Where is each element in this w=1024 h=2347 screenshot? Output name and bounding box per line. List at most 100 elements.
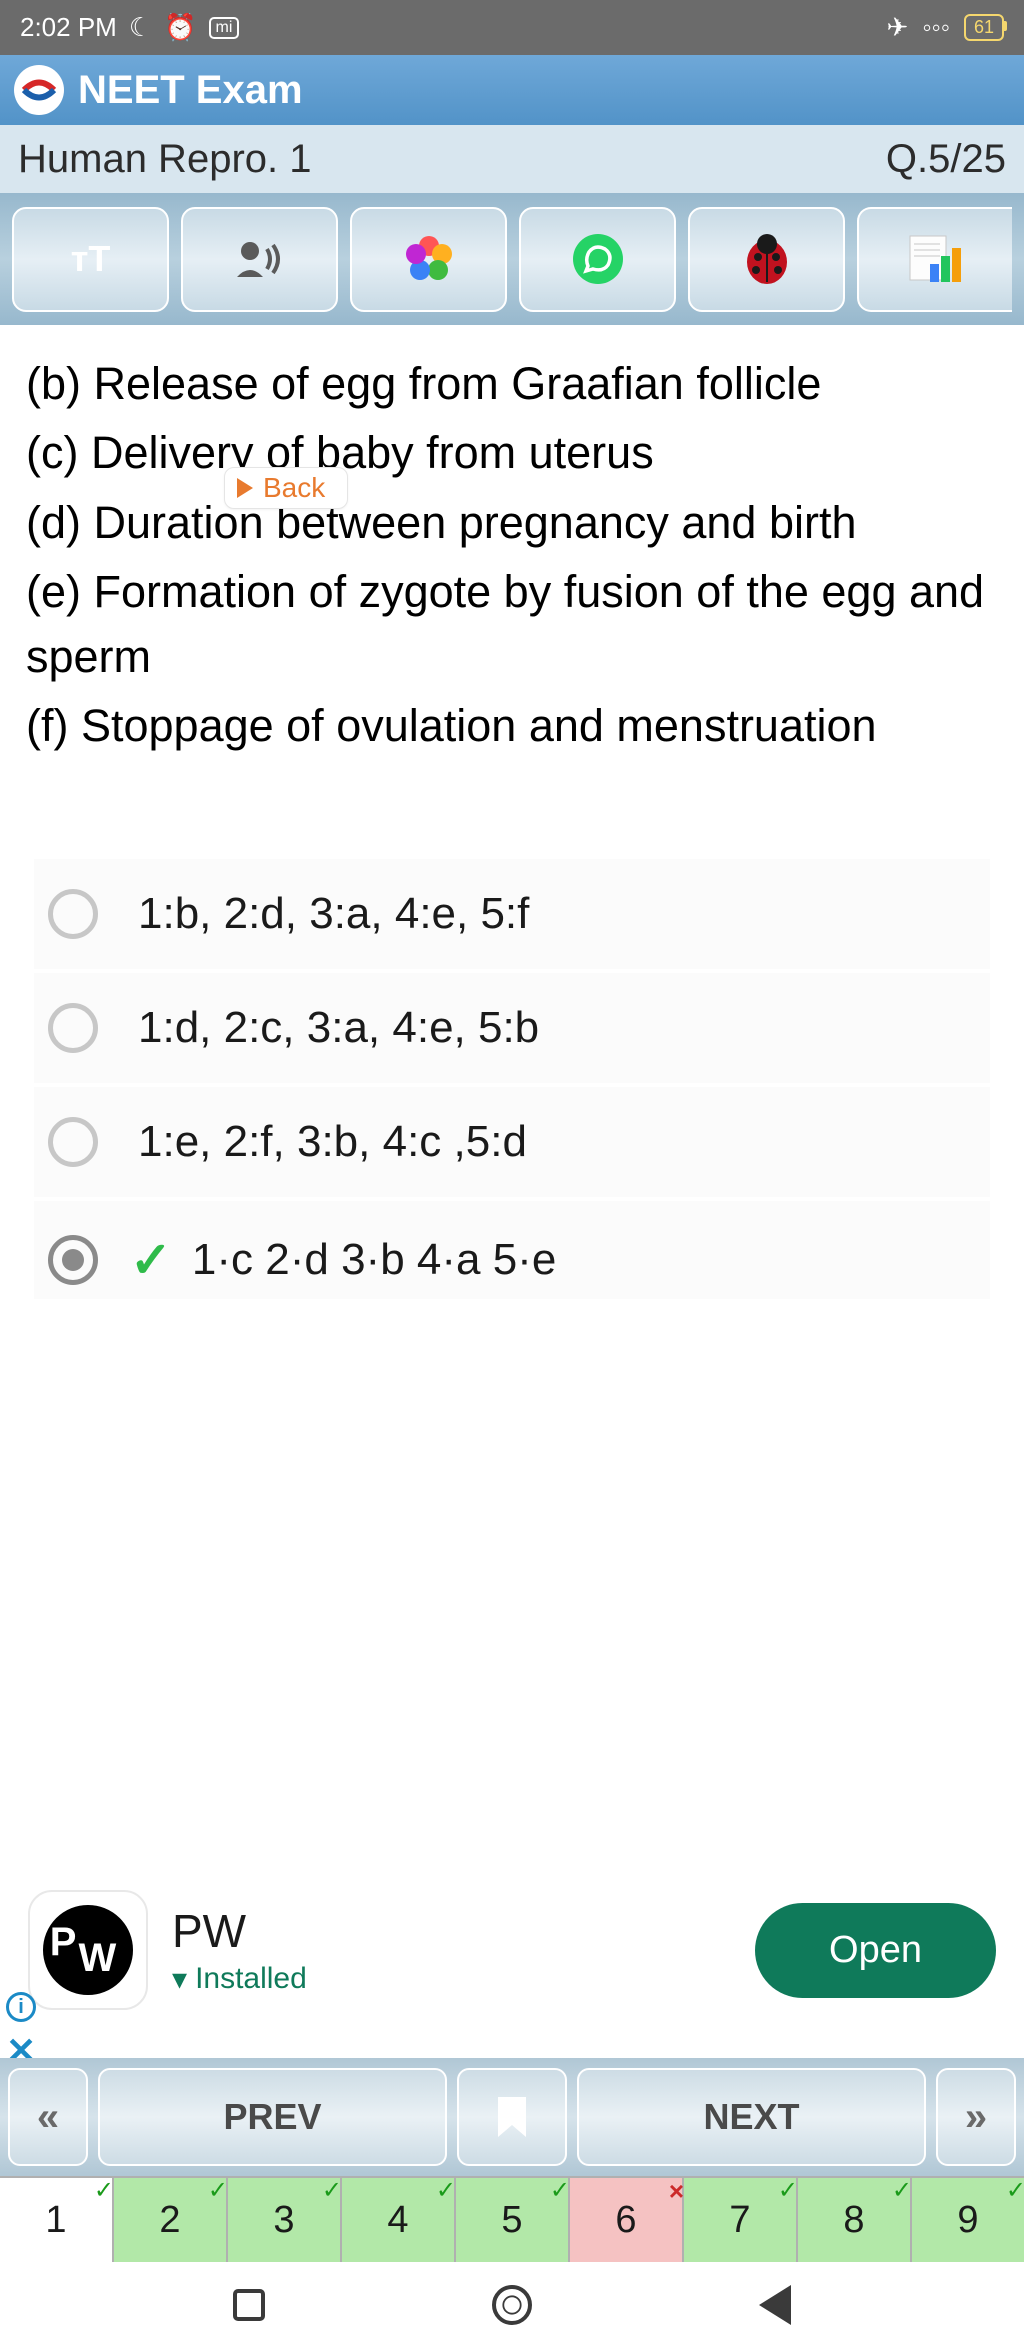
open-label: Open <box>829 1929 922 1971</box>
chart-paper-icon <box>908 234 964 284</box>
ladybug-icon <box>740 232 794 286</box>
radio-icon <box>48 1003 98 1053</box>
tick-icon: ✓ <box>436 2176 456 2205</box>
radio-icon <box>48 1117 98 1167</box>
back-button[interactable]: Back <box>224 467 348 509</box>
answer-option-2[interactable]: 1:d, 2:c, 3:a, 4:e, 5:b <box>34 973 990 1087</box>
app-logo-icon <box>14 65 64 115</box>
qnum-label: 8 <box>843 2199 864 2242</box>
answer-option-3[interactable]: 1:e, 2:f, 3:b, 4:c ,5:d <box>34 1087 990 1201</box>
answer-text: 1:b, 2:d, 3:a, 4:e, 5:f <box>138 889 529 939</box>
photos-button[interactable] <box>350 207 507 312</box>
status-left: 2:02 PM ☾ ⏰ mi <box>20 12 239 43</box>
answers-list: 1:b, 2:d, 3:a, 4:e, 5:f 1:d, 2:c, 3:a, 4… <box>26 859 998 1303</box>
flower-icon <box>404 234 454 284</box>
bookmark-button[interactable] <box>457 2068 567 2166</box>
qnum-label: 5 <box>501 2199 522 2242</box>
radio-inner-icon <box>62 1249 84 1271</box>
whatsapp-button[interactable] <box>519 207 676 312</box>
qnum-7[interactable]: 7 ✓ <box>684 2178 798 2262</box>
next-label: NEXT <box>703 2096 799 2138</box>
open-button[interactable]: Open <box>755 1903 996 1998</box>
status-right: ✈ ◦◦◦ 61 <box>887 12 1004 43</box>
installed-check-icon: ▾ <box>172 1962 187 1997</box>
speak-button[interactable] <box>181 207 338 312</box>
qnum-label: 7 <box>729 2199 750 2242</box>
mi-icon: mi <box>209 17 240 39</box>
question-option-c: (c) Delivery of baby from uterus <box>26 420 998 485</box>
back-label: Back <box>263 472 325 504</box>
bottom-nav: « PREV NEXT » <box>0 2058 1024 2176</box>
tick-icon: ✓ <box>1006 2176 1024 2205</box>
app-header: NEET Exam <box>0 55 1024 125</box>
question-content: (b) Release of egg from Graafian follicl… <box>0 325 1024 1303</box>
battery-level: 61 <box>974 17 994 37</box>
sub-header: Human Repro. 1 Q.5/25 <box>0 125 1024 193</box>
bug-button[interactable] <box>688 207 845 312</box>
prev-button[interactable]: PREV <box>98 2068 447 2166</box>
double-right-icon: » <box>965 2095 987 2140</box>
app-title: NEET Exam <box>78 68 303 113</box>
tick-icon: ✓ <box>208 2176 228 2205</box>
ad-title: PW <box>172 1904 731 1958</box>
pw-w: W <box>78 1936 116 1981</box>
moon-icon: ☾ <box>129 12 152 43</box>
recents-button[interactable] <box>233 2289 265 2321</box>
status-bar: 2:02 PM ☾ ⏰ mi ✈ ◦◦◦ 61 <box>0 0 1024 55</box>
qnum-label: 3 <box>273 2199 294 2242</box>
radio-icon <box>48 1235 98 1285</box>
person-sound-icon <box>235 239 285 279</box>
answer-option-4[interactable]: ✓ 1·c 2·d 3·b 4·a 5·e <box>34 1201 990 1303</box>
answer-text: 1:d, 2:c, 3:a, 4:e, 5:b <box>138 1003 539 1053</box>
answer-option-1[interactable]: 1:b, 2:d, 3:a, 4:e, 5:f <box>34 859 990 973</box>
topic-title: Human Repro. 1 <box>18 137 311 182</box>
radio-icon <box>48 889 98 939</box>
nav-last-button[interactable]: » <box>936 2068 1016 2166</box>
airplane-icon: ✈ <box>887 12 909 43</box>
pw-p: P <box>50 1920 77 1965</box>
play-icon <box>237 478 253 498</box>
qnum-2[interactable]: 2 ✓ <box>114 2178 228 2262</box>
qnum-9[interactable]: 9 ✓ <box>912 2178 1024 2262</box>
qnum-1[interactable]: 1 ✓ <box>0 2178 114 2262</box>
x-icon: × <box>669 2176 684 2207</box>
qnum-label: 6 <box>615 2199 636 2242</box>
question-option-e: (e) Formation of zygote by fusion of the… <box>26 559 998 690</box>
qnum-6[interactable]: 6 × <box>570 2178 684 2262</box>
back-button-sys[interactable] <box>759 2285 791 2325</box>
answer-text: 1·c 2·d 3·b 4·a 5·e <box>192 1235 556 1285</box>
checkmark-icon: ✓ <box>130 1231 172 1289</box>
ad-text-block: PW ▾ Installed <box>172 1904 731 1997</box>
qnum-label: 2 <box>159 2199 180 2242</box>
ad-banner[interactable]: P W PW ▾ Installed Open <box>0 1870 1024 2030</box>
question-number-bar: 1 ✓ 2 ✓ 3 ✓ 4 ✓ 5 ✓ 6 × 7 ✓ 8 ✓ 9 ✓ <box>0 2176 1024 2262</box>
qnum-3[interactable]: 3 ✓ <box>228 2178 342 2262</box>
question-option-d: (d) Duration between pregnancy and birth <box>26 490 998 555</box>
prev-label: PREV <box>223 2096 321 2138</box>
alarm-icon: ⏰ <box>164 12 196 43</box>
answer-text: 1:e, 2:f, 3:b, 4:c ,5:d <box>138 1117 527 1167</box>
text-size-icon: тT <box>71 238 111 280</box>
wifi-icon: ◦◦◦ <box>922 12 950 43</box>
stats-button[interactable] <box>857 207 1012 312</box>
tick-icon: ✓ <box>94 2176 114 2205</box>
text-size-button[interactable]: тT <box>12 207 169 312</box>
next-button[interactable]: NEXT <box>577 2068 926 2166</box>
double-left-icon: « <box>37 2095 59 2140</box>
tick-icon: ✓ <box>550 2176 570 2205</box>
ad-info-icon[interactable]: i <box>6 1992 36 2022</box>
qnum-label: 9 <box>957 2199 978 2242</box>
qnum-5[interactable]: 5 ✓ <box>456 2178 570 2262</box>
bookmark-icon <box>494 2095 530 2139</box>
home-inner-icon <box>502 2295 521 2314</box>
question-counter: Q.5/25 <box>886 137 1006 182</box>
qnum-label: 1 <box>45 2199 66 2242</box>
qnum-4[interactable]: 4 ✓ <box>342 2178 456 2262</box>
nav-first-button[interactable]: « <box>8 2068 88 2166</box>
whatsapp-icon <box>571 232 625 286</box>
ad-app-icon: P W <box>28 1890 148 2010</box>
qnum-8[interactable]: 8 ✓ <box>798 2178 912 2262</box>
home-button[interactable] <box>492 2285 532 2325</box>
status-time: 2:02 PM <box>20 12 117 43</box>
ad-subtitle: ▾ Installed <box>172 1962 731 1997</box>
